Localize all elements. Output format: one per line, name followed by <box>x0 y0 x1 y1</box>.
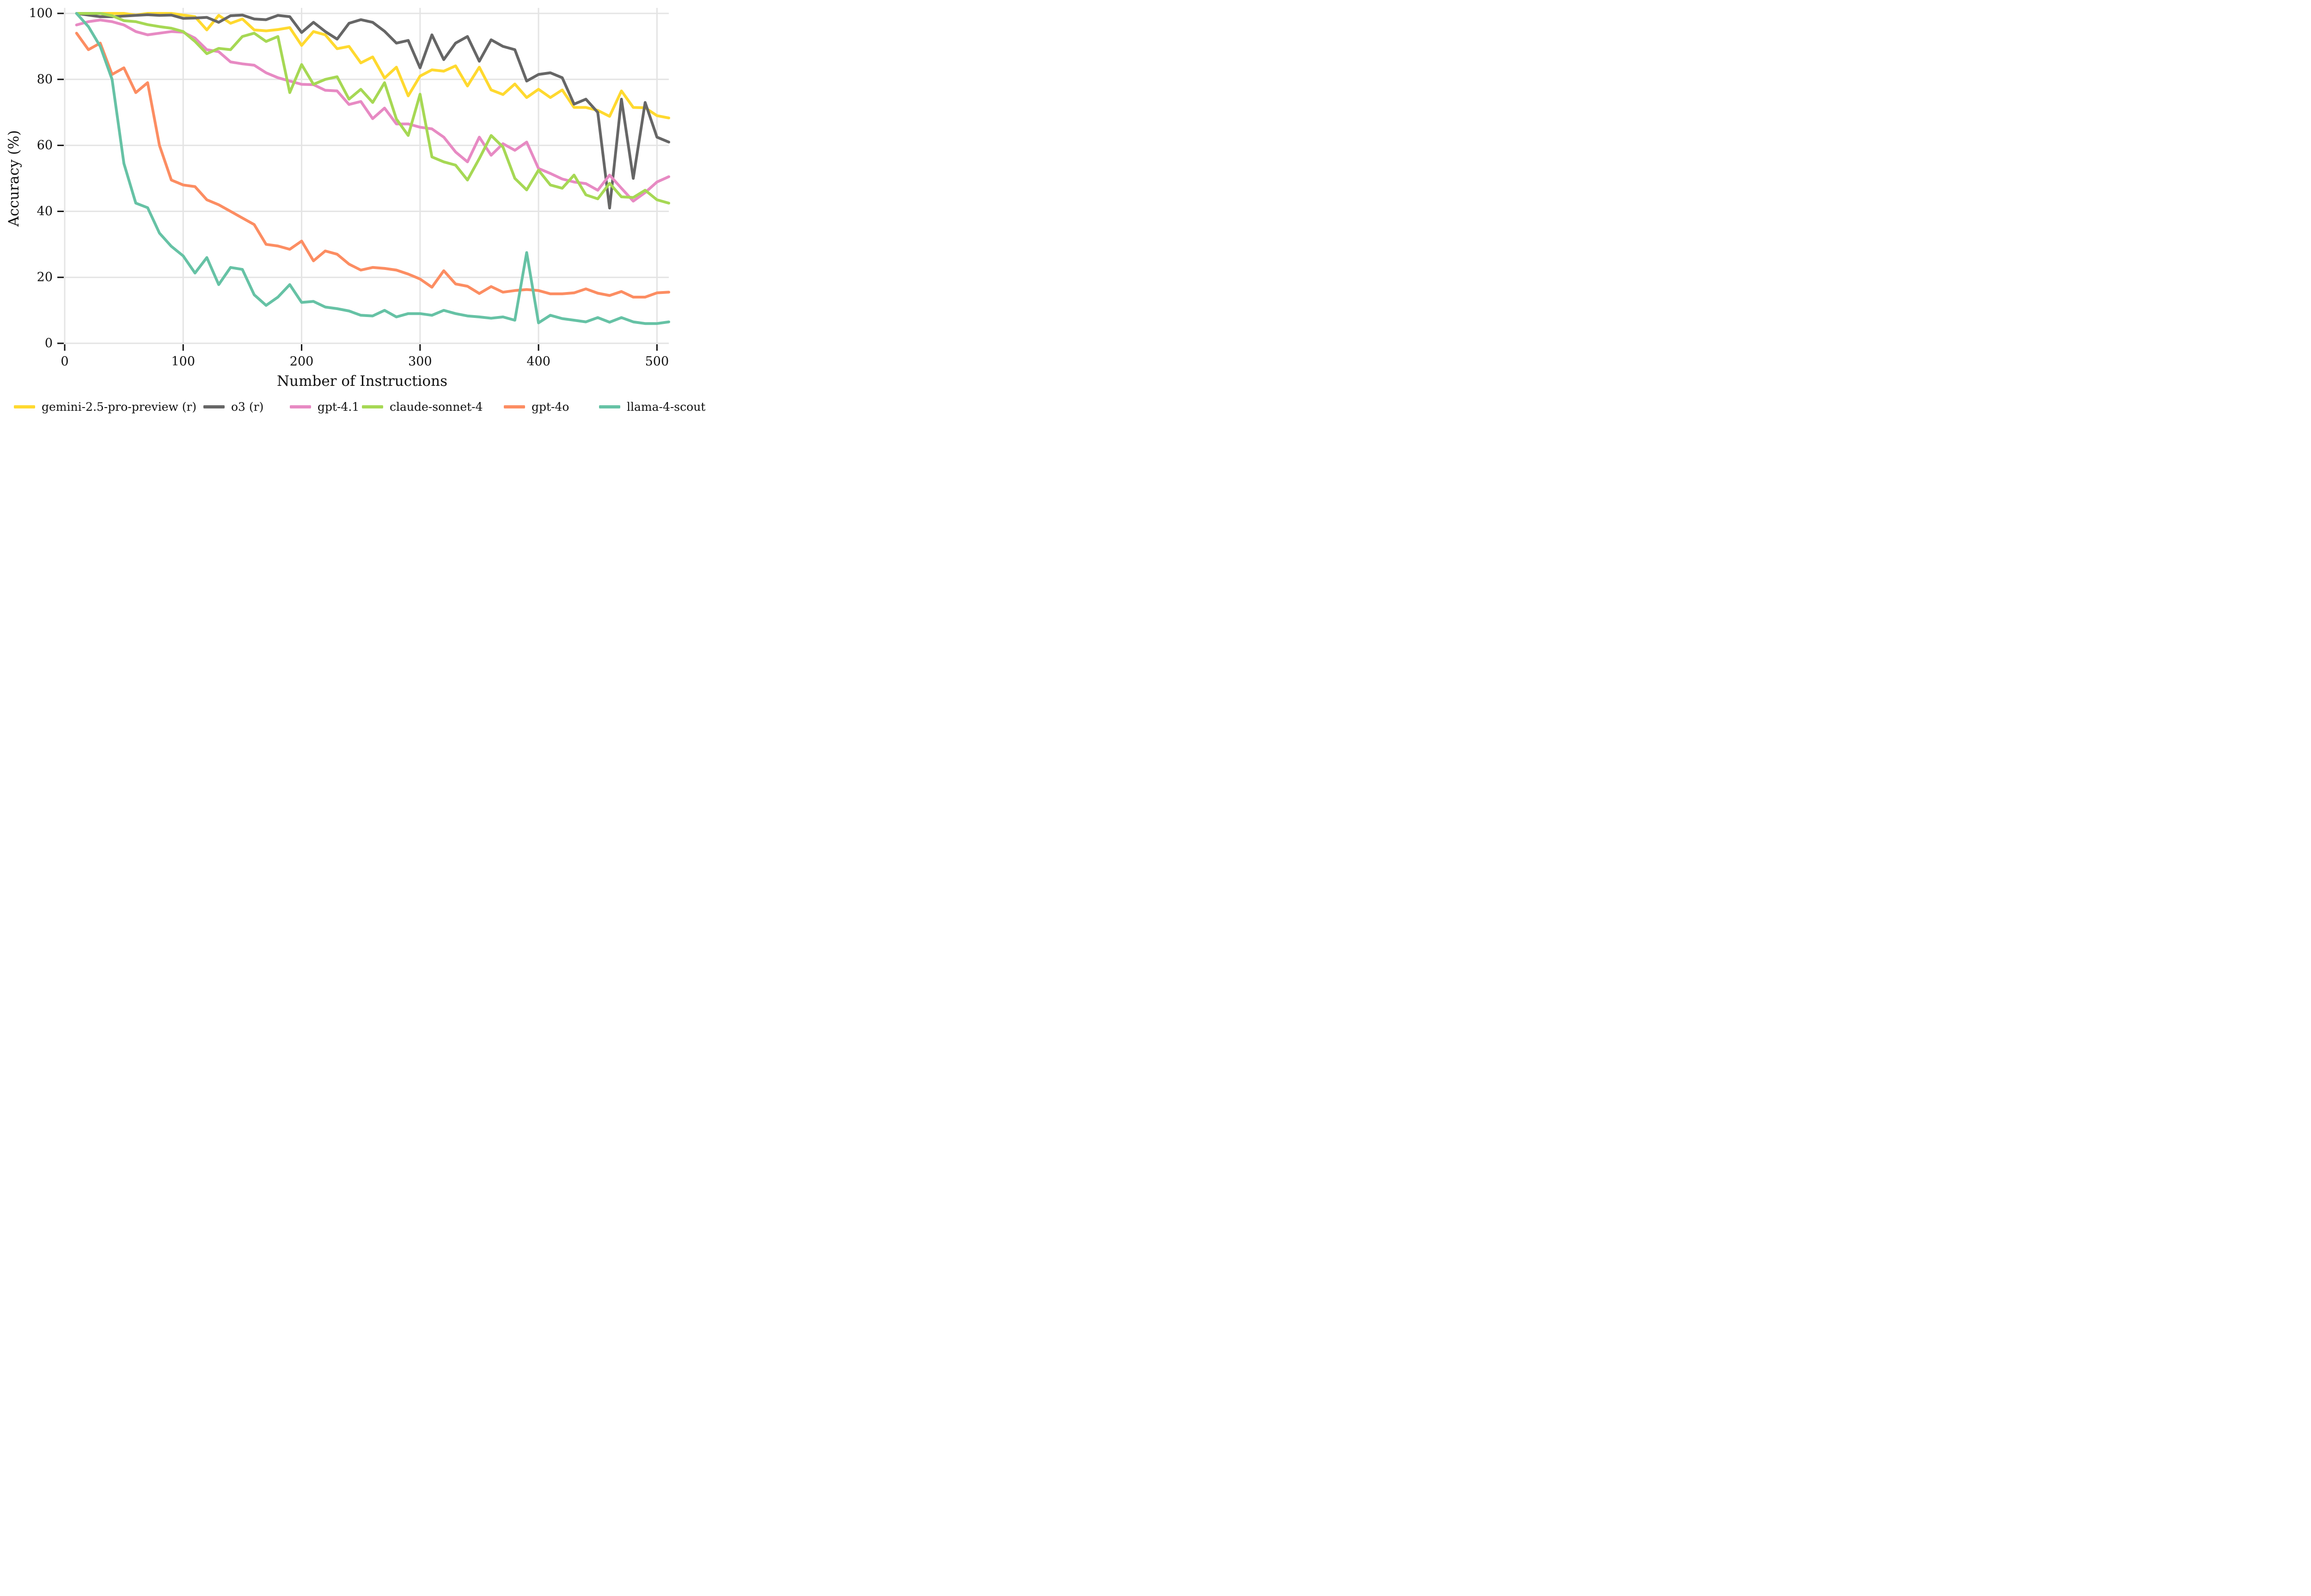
series-line-llama-4-scout <box>75 12 670 325</box>
legend-label: gpt-4o <box>532 400 569 414</box>
x-axis-title: Number of Instructions <box>277 373 447 390</box>
legend-item-claude-sonnet-4: claude-sonnet-4 <box>362 398 483 415</box>
legend-swatch-icon <box>362 405 383 408</box>
series-line-claude-sonnet-4 <box>75 12 670 205</box>
x-tick-label-0: 0 <box>61 354 68 369</box>
legend-label: claude-sonnet-4 <box>390 400 483 414</box>
legend-swatch-icon <box>290 405 311 408</box>
chart-legend: gemini-2.5-pro-preview (r) o3 (r) gpt-4.1 c… <box>0 398 714 417</box>
y-axis-title: Accuracy (%) <box>6 130 22 227</box>
y-tick-label-60: 60 <box>37 138 53 152</box>
legend-label: llama-4-scout <box>627 400 706 414</box>
legend-swatch-icon <box>203 405 225 408</box>
legend-item-o3-r-: o3 (r) <box>203 398 263 415</box>
y-tick-label-20: 20 <box>37 270 53 285</box>
figure: 0 20 40 60 80 100 0 100 200 300 400 500 Number of In… <box>0 0 714 423</box>
x-tick-label-100: 100 <box>171 354 196 369</box>
legend-item-llama-4-scout: llama-4-scout <box>599 398 705 415</box>
y-tick-label-80: 80 <box>37 72 53 86</box>
legend-label: gpt-4.1 <box>318 400 360 414</box>
legend-swatch-icon <box>504 405 525 408</box>
legend-swatch-icon <box>599 405 620 408</box>
line-chart: 0 20 40 60 80 100 0 100 200 300 400 500 Number of In… <box>6 6 670 390</box>
x-tick-label-500: 500 <box>645 354 669 369</box>
series-line-gpt-4-1 <box>75 18 670 203</box>
y-tick-label-100: 100 <box>29 6 53 21</box>
y-tick-label-40: 40 <box>37 204 53 219</box>
x-tick-label-300: 300 <box>408 354 432 369</box>
legend-item-gemini-2-5-pro-preview-r-: gemini-2.5-pro-preview (r) <box>14 398 196 415</box>
legend-label: gemini-2.5-pro-preview (r) <box>42 400 197 414</box>
series-line-o3-r- <box>75 12 670 210</box>
x-tick-label-200: 200 <box>290 354 314 369</box>
legend-label: o3 (r) <box>231 400 264 414</box>
legend-swatch-icon <box>14 405 35 408</box>
series-line-gemini-2-5-pro-preview-r- <box>75 12 670 120</box>
legend-item-gpt-4o: gpt-4o <box>504 398 569 415</box>
legend-item-gpt-4-1: gpt-4.1 <box>290 398 359 415</box>
y-tick-label-0: 0 <box>45 336 53 351</box>
x-tick-label-400: 400 <box>526 354 550 369</box>
series-line-gpt-4o <box>75 31 670 298</box>
